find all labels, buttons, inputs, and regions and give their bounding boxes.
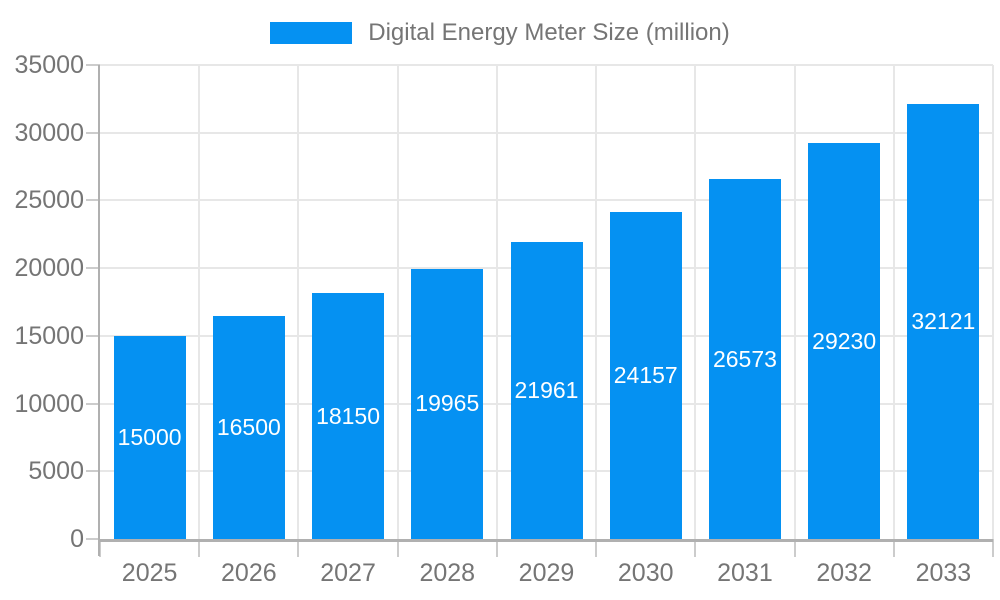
x-axis-tick: [694, 539, 697, 557]
bar-value-label: 19965: [415, 390, 480, 417]
x-tick-label: 2028: [419, 559, 476, 587]
bar-value-label: 16500: [216, 413, 281, 440]
y-tick-label: 10000: [14, 389, 84, 418]
x-tick-label: 2032: [816, 559, 872, 587]
gridline-vertical: [992, 65, 994, 539]
bar-2031[interactable]: 26573: [708, 179, 781, 539]
x-axis-line: [98, 539, 993, 542]
x-tick-label: 2026: [221, 559, 277, 587]
bar-value-label: 15000: [117, 423, 182, 450]
x-axis-tick: [297, 539, 300, 557]
legend[interactable]: Digital Energy Meter Size (million): [0, 19, 1000, 46]
bar-2029[interactable]: 21961: [510, 241, 583, 539]
x-axis-tick: [396, 539, 399, 557]
gridline-horizontal: [100, 64, 993, 66]
bar-2025[interactable]: 15000: [113, 335, 186, 539]
bar-2032[interactable]: 29230: [808, 143, 881, 539]
x-axis-tick: [99, 539, 101, 557]
gridline-vertical: [694, 65, 697, 539]
y-axis-tick: [86, 538, 100, 540]
y-tick-label: 35000: [14, 51, 84, 79]
gridline-vertical: [396, 65, 399, 539]
x-tick-label: 2030: [617, 559, 674, 587]
y-axis-tick: [86, 131, 100, 134]
y-tick-label: 15000: [14, 321, 84, 350]
bar-2026[interactable]: 16500: [212, 315, 285, 539]
gridline-horizontal: [100, 131, 993, 134]
x-tick-label: 2033: [915, 559, 972, 587]
bar-2033[interactable]: 32121: [907, 103, 980, 539]
x-tick-label: 2025: [121, 559, 178, 587]
plot-area: 15000 16500 18150 19965 21961 24157 26573 29230…: [100, 64, 994, 539]
bar-value-label: 18150: [316, 402, 381, 429]
y-axis-tick: [86, 470, 100, 473]
bar-value-label: 29230: [812, 327, 877, 354]
bar-2030[interactable]: 24157: [609, 211, 682, 539]
gridline-vertical: [595, 65, 598, 539]
bar-value-label: 32121: [911, 307, 976, 334]
x-axis-tick: [992, 539, 994, 557]
gridline-vertical: [198, 65, 201, 539]
bar-value-label: 24157: [613, 361, 678, 388]
legend-swatch: [270, 22, 353, 44]
gridline-vertical: [297, 65, 300, 539]
y-axis-tick: [86, 199, 100, 202]
legend-label: Digital Energy Meter Size (million): [368, 19, 730, 46]
x-axis-tick: [595, 539, 598, 557]
bar-value-label: 26573: [712, 345, 777, 372]
y-axis-tick: [86, 402, 100, 405]
bar-2028[interactable]: 19965: [411, 268, 484, 539]
y-axis-tick: [86, 267, 100, 270]
bar-value-label: 21961: [514, 376, 579, 403]
y-axis-tick: [86, 64, 100, 66]
gridline-vertical: [892, 65, 895, 539]
y-tick-label: 0: [70, 525, 84, 553]
x-tick-label: 2029: [518, 559, 575, 587]
y-axis-tick: [86, 334, 100, 337]
gridline-horizontal: [100, 199, 993, 202]
y-axis-line: [98, 65, 100, 556]
x-axis-tick: [495, 539, 498, 557]
x-tick-label: 2027: [320, 559, 376, 587]
x-tick-label: 2031: [717, 559, 773, 587]
gridline-vertical: [793, 65, 796, 539]
y-tick-label: 5000: [28, 457, 84, 486]
x-axis-tick: [198, 539, 201, 557]
x-axis-tick: [892, 539, 895, 557]
x-axis-tick: [793, 539, 796, 557]
bar-2027[interactable]: 18150: [312, 293, 385, 539]
y-tick-label: 20000: [14, 254, 84, 283]
y-tick-label: 25000: [14, 186, 84, 215]
gridline-vertical: [495, 65, 498, 539]
y-tick-label: 30000: [14, 118, 84, 147]
